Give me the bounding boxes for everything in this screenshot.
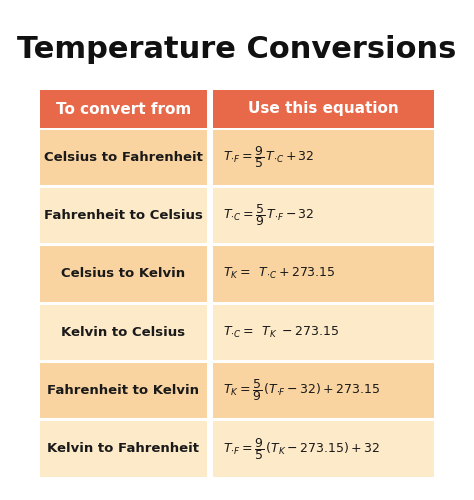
Bar	[40, 188, 207, 243]
Text: $T_{\cdot F} = \dfrac{9}{5}\, T_{\cdot C} + 32$: $T_{\cdot F} = \dfrac{9}{5}\, T_{\cdot C…	[223, 144, 314, 170]
Text: Fahrenheit to Celsius: Fahrenheit to Celsius	[44, 209, 203, 222]
Bar	[213, 421, 434, 476]
Text: $T_{\cdot C} = \dfrac{5}{9}\, T_{\cdot F} - 32$: $T_{\cdot C} = \dfrac{5}{9}\, T_{\cdot F…	[223, 202, 314, 228]
Bar	[40, 421, 207, 476]
Text: Use this equation: Use this equation	[248, 102, 399, 116]
Text: $T_{K} = \dfrac{5}{9}\,( T_{\cdot F} - 32) +273.15$: $T_{K} = \dfrac{5}{9}\,( T_{\cdot F} - 3…	[223, 378, 381, 404]
Bar	[213, 188, 434, 243]
Text: Kelvin to Fahrenheit: Kelvin to Fahrenheit	[47, 442, 200, 456]
Text: $T_{K} =\;\; T_{\cdot C} + 273.15$: $T_{K} =\;\; T_{\cdot C} + 273.15$	[223, 266, 336, 281]
Bar	[40, 304, 207, 360]
Text: Kelvin to Celsius: Kelvin to Celsius	[62, 326, 185, 338]
Text: Celsius to Fahrenheit: Celsius to Fahrenheit	[44, 150, 203, 164]
Bar	[213, 130, 434, 185]
Text: $T_{\cdot F} = \dfrac{9}{5}\,( T_{K} - 273.15) + 32$: $T_{\cdot F} = \dfrac{9}{5}\,( T_{K} - 2…	[223, 436, 380, 462]
Bar	[40, 90, 207, 128]
Bar	[40, 246, 207, 302]
Bar	[213, 304, 434, 360]
Text: Celsius to Kelvin: Celsius to Kelvin	[62, 268, 185, 280]
Bar	[40, 363, 207, 418]
Bar	[40, 130, 207, 185]
Text: Temperature Conversions: Temperature Conversions	[18, 36, 456, 64]
Text: Fahrenheit to Kelvin: Fahrenheit to Kelvin	[47, 384, 200, 397]
Text: $T_{\cdot C} =\;\; T_{K}\; - 273.15$: $T_{\cdot C} =\;\; T_{K}\; - 273.15$	[223, 324, 339, 340]
Bar	[213, 246, 434, 302]
Bar	[213, 363, 434, 418]
Text: To convert from: To convert from	[56, 102, 191, 116]
Bar	[213, 90, 434, 128]
